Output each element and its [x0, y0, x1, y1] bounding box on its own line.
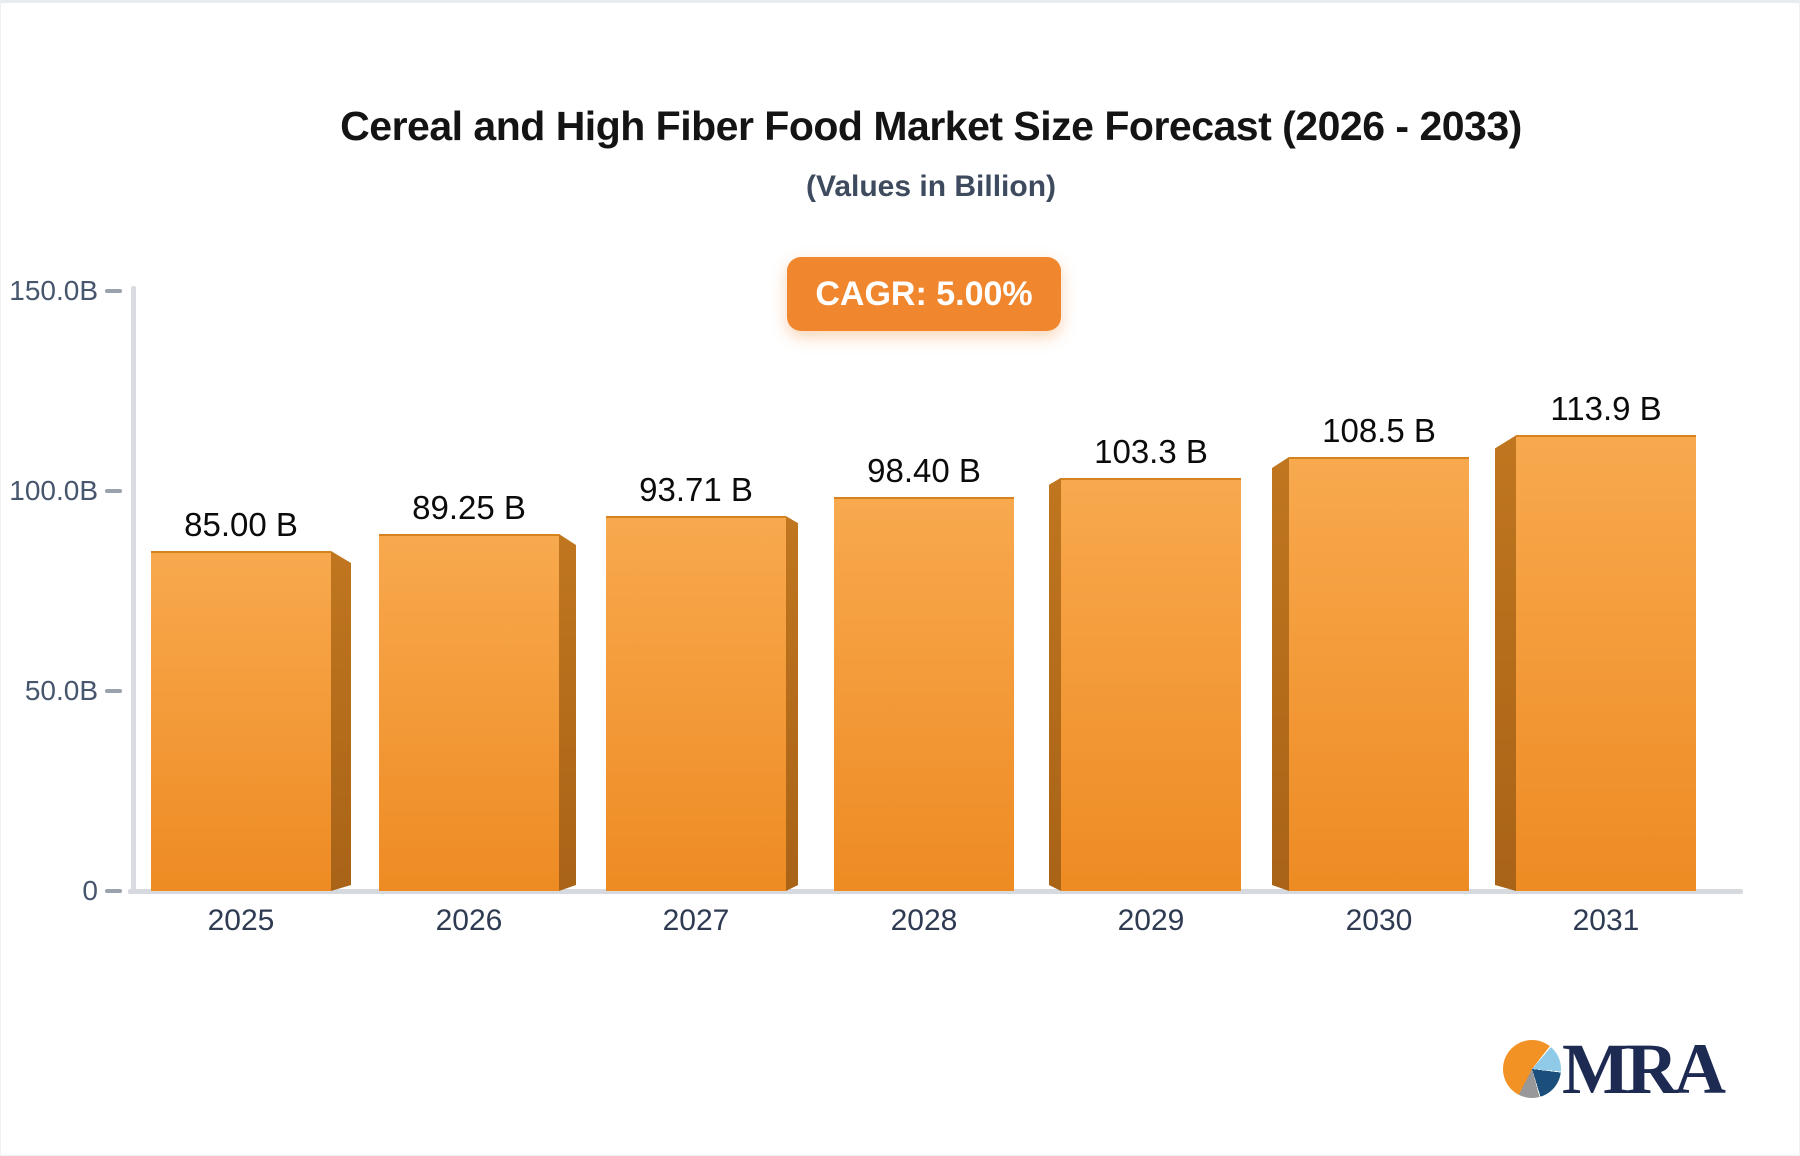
- pie-chart-logo-icon: [1503, 1040, 1561, 1098]
- bar-2027[interactable]: [606, 516, 786, 891]
- bar-2029[interactable]: [1061, 477, 1241, 891]
- x-axis-label-2025: 2025: [207, 904, 275, 937]
- plot-area: 0 50.0B 100.0B 150.0B 85.00 B 2025 89.25 B 2026…: [1, 3, 1799, 1155]
- bar-side-3d: [331, 551, 351, 891]
- x-axis-label-2028: 2028: [890, 904, 958, 937]
- chart-title: Cereal and High Fiber Food Market Size F…: [340, 103, 1522, 149]
- x-axis-baseline: [128, 889, 1743, 894]
- y-axis-tick-label: 50.0B: [24, 675, 98, 706]
- x-axis-label-2026: 2026: [435, 904, 503, 937]
- bar-value-label: 113.9 B: [1550, 390, 1662, 428]
- bar-value-label: 98.40 B: [867, 452, 981, 490]
- bar-2030[interactable]: [1289, 457, 1469, 891]
- bar-2028[interactable]: [834, 497, 1014, 891]
- logo-text: MRA: [1562, 1029, 1726, 1109]
- bar-2031[interactable]: [1516, 435, 1696, 891]
- y-axis-tick-label: 100.0B: [9, 475, 98, 506]
- bar-value-label: 103.3 B: [1094, 432, 1208, 470]
- mra-logo: MRA: [1503, 1029, 1726, 1109]
- bar-2025[interactable]: [151, 551, 331, 891]
- cagr-label: CAGR: 5.00%: [815, 274, 1033, 313]
- y-axis-tick-mark: [105, 489, 122, 493]
- y-axis-line: [131, 286, 136, 891]
- bar-value-label: 93.71 B: [639, 471, 753, 509]
- chart-subtitle: (Values in Billion): [805, 170, 1057, 203]
- y-axis-tick-label: 150.0B: [9, 275, 98, 306]
- bar-side-3d: [1272, 457, 1289, 891]
- y-axis-tick-label: 0: [82, 875, 98, 906]
- x-axis-label-2031: 2031: [1572, 904, 1640, 937]
- bar-value-label: 108.5 B: [1322, 412, 1436, 449]
- y-axis-tick-mark: [105, 289, 122, 293]
- bar-value-label: 89.25 B: [412, 489, 526, 526]
- bar-side-3d: [1495, 435, 1516, 891]
- bar-2026[interactable]: [379, 534, 559, 891]
- x-axis-label-2029: 2029: [1117, 904, 1185, 937]
- y-axis-tick-mark: [105, 689, 122, 693]
- x-axis-label-2027: 2027: [662, 904, 730, 937]
- bar-side-3d: [786, 516, 798, 891]
- bar-side-3d: [1049, 478, 1061, 891]
- x-axis-label-2030: 2030: [1345, 904, 1413, 937]
- cagr-badge: CAGR: 5.00%: [787, 257, 1061, 331]
- bar-side-3d: [559, 534, 576, 891]
- bar-value-label: 85.00 B: [184, 506, 298, 543]
- y-axis-tick-mark: [105, 889, 122, 893]
